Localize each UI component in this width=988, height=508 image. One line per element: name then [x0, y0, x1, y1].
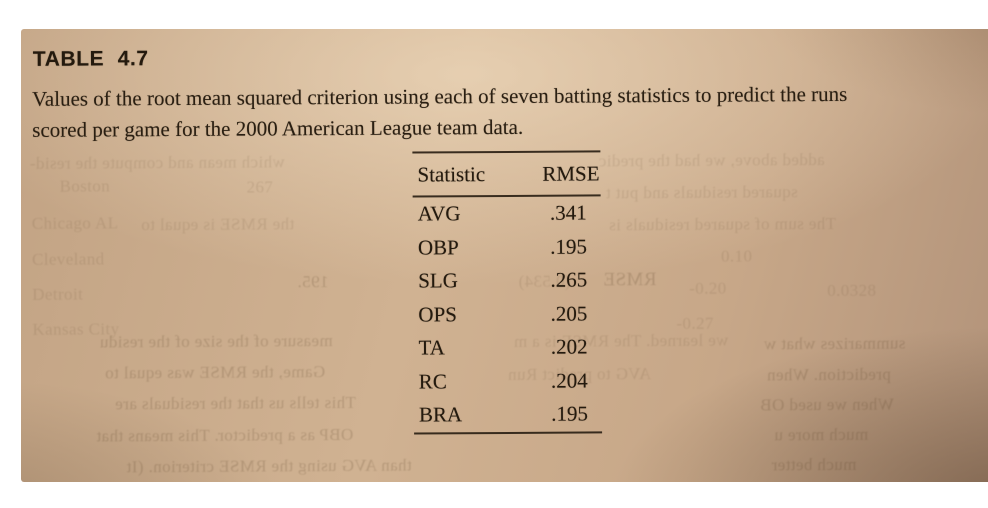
- ghost-text: the RMSE is equal to: [140, 214, 295, 235]
- table-row: OPS .205: [413, 297, 601, 332]
- table-row: TA .202: [413, 330, 601, 365]
- table-row: BRA .195: [414, 397, 602, 432]
- statistic-cell: TA: [418, 335, 445, 360]
- table-label: TABLE 4.7: [32, 47, 149, 71]
- ghost-text: prediction. When: [766, 364, 891, 385]
- statistic-cell: AVG: [417, 201, 461, 226]
- ghost-text: which mean and compute the resid-: [29, 152, 285, 173]
- table-row: AVG .341: [413, 196, 601, 231]
- rmse-cell: .205: [550, 301, 588, 326]
- page-content: which mean and compute the resid- Boston…: [21, 29, 988, 482]
- table-caption-line-1: Values of the root mean squared criterio…: [31, 81, 848, 111]
- ghost-text: added above, we had the predic: [598, 150, 825, 171]
- ghost-text: 195.: [297, 272, 329, 292]
- column-header-rmse: RMSE: [542, 160, 600, 186]
- table-bottom-rule: [414, 430, 603, 435]
- ghost-text: Chicago AL: [31, 213, 119, 233]
- ghost-text: much better: [771, 454, 857, 475]
- column-header-statistic: Statistic: [417, 161, 486, 187]
- ghost-text: squared residuals and put t: [605, 182, 798, 203]
- rmse-cell: .265: [550, 267, 588, 292]
- ghost-text: Detroit: [32, 284, 84, 304]
- ghost-text: The sum of squared residuals is: [608, 213, 837, 235]
- statistic-cell: OBP: [417, 235, 459, 260]
- table-row: OBP .195: [413, 230, 601, 265]
- ghost-text: summarizes what w: [763, 333, 906, 354]
- statistic-cell: RC: [418, 369, 447, 394]
- ghost-text: -0.20: [689, 278, 727, 298]
- statistic-cell: BRA: [418, 402, 463, 427]
- ghost-text: 267: [246, 177, 274, 197]
- rmse-cell: .195: [551, 401, 589, 426]
- book-page-photo: which mean and compute the resid- Boston…: [21, 29, 988, 482]
- ghost-text: Cleveland: [31, 249, 105, 269]
- table-header-row: Statistic RMSE: [412, 152, 600, 195]
- rmse-cell: .204: [550, 368, 588, 393]
- ghost-text: Boston: [59, 176, 111, 196]
- table-row: SLG .265: [413, 263, 601, 298]
- ghost-text: than AVG using the RMSE criterion. (It: [126, 455, 412, 477]
- ghost-text: much more u: [774, 424, 869, 445]
- statistic-cell: SLG: [418, 268, 458, 293]
- rmse-cell: .341: [549, 200, 587, 225]
- ghost-text: 0.0328: [827, 280, 877, 301]
- ghost-text: This tells us that the residuals are: [114, 392, 356, 414]
- ghost-text: RMSE: [603, 269, 657, 291]
- table-caption-line-2: scored per game for the 2000 American Le…: [32, 114, 524, 142]
- ghost-text: 0.10: [720, 246, 753, 266]
- ghost-text: measure of the size of the residu: [99, 331, 333, 352]
- table-row: RC .204: [414, 364, 602, 399]
- rmse-cell: .202: [550, 334, 588, 359]
- rmse-table: Statistic RMSE AVG .341 OBP .195 SLG .26…: [412, 150, 603, 435]
- ghost-text: OBP as a predictor. This means that: [96, 424, 354, 446]
- rmse-cell: .195: [550, 234, 588, 259]
- ghost-text: Game, the RMSE was equal to: [104, 362, 326, 383]
- ghost-text: When we used OB: [759, 394, 894, 415]
- statistic-cell: OPS: [418, 302, 457, 327]
